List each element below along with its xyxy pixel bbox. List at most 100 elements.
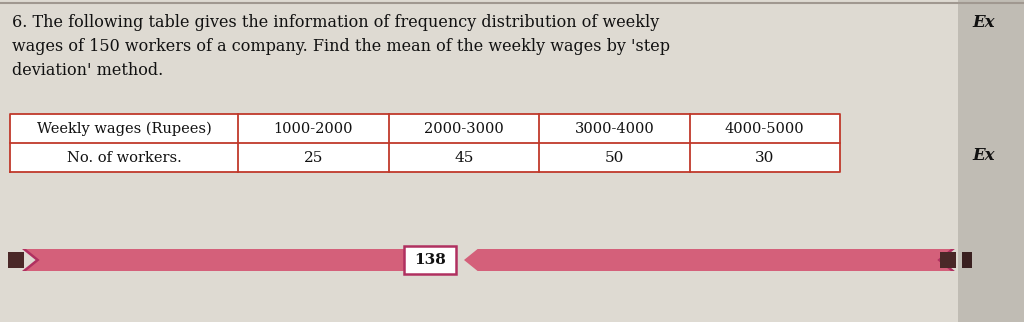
Polygon shape [645,249,679,271]
Polygon shape [555,249,589,271]
Polygon shape [830,249,864,271]
Polygon shape [328,249,362,271]
Text: 45: 45 [455,150,473,165]
Polygon shape [849,249,883,271]
Polygon shape [73,249,106,271]
Polygon shape [77,249,111,271]
Polygon shape [627,249,662,271]
Polygon shape [43,249,77,271]
Polygon shape [735,249,770,271]
Polygon shape [649,249,683,271]
Polygon shape [193,249,226,271]
Polygon shape [278,249,311,271]
Text: No. of workers.: No. of workers. [67,150,181,165]
Bar [958,0,1024,322]
Polygon shape [577,249,610,271]
Polygon shape [739,249,774,271]
Polygon shape [758,249,792,271]
Polygon shape [128,249,162,271]
Polygon shape [501,249,535,271]
Polygon shape [230,249,264,271]
Bar [8,252,24,268]
Polygon shape [772,249,806,271]
Polygon shape [383,249,417,271]
Text: 138: 138 [414,253,445,267]
Bar [962,252,972,268]
Text: 30: 30 [755,150,774,165]
Polygon shape [541,249,574,271]
Polygon shape [311,249,345,271]
Polygon shape [916,249,951,271]
Polygon shape [179,249,213,271]
Polygon shape [903,249,937,271]
Polygon shape [631,249,665,271]
Text: 3000-4000: 3000-4000 [574,121,654,136]
Polygon shape [776,249,810,271]
Text: 50: 50 [604,150,624,165]
Polygon shape [518,249,552,271]
Polygon shape [486,249,520,271]
Bar [404,246,456,274]
Polygon shape [794,249,828,271]
Text: 4000-5000: 4000-5000 [725,121,805,136]
Polygon shape [196,249,230,271]
Polygon shape [722,249,756,271]
Polygon shape [591,249,625,271]
Polygon shape [56,249,90,271]
Polygon shape [866,249,900,271]
Polygon shape [613,249,647,271]
Polygon shape [60,249,94,271]
Polygon shape [243,249,278,271]
Polygon shape [366,249,400,271]
Bar [10,114,840,172]
Polygon shape [247,249,281,271]
Bar [940,252,956,268]
Polygon shape [158,249,193,271]
Polygon shape [26,249,60,271]
Polygon shape [111,249,145,271]
Polygon shape [681,249,716,271]
Polygon shape [349,249,383,271]
Polygon shape [145,249,179,271]
Polygon shape [345,249,379,271]
Polygon shape [595,249,629,271]
Polygon shape [609,249,643,271]
Polygon shape [298,249,332,271]
Polygon shape [39,249,73,271]
Polygon shape [264,249,298,271]
Polygon shape [124,249,158,271]
Polygon shape [921,249,955,271]
Polygon shape [22,249,56,271]
Polygon shape [537,249,570,271]
Polygon shape [209,249,243,271]
Polygon shape [558,249,593,271]
Polygon shape [106,249,141,271]
Polygon shape [226,249,260,271]
Polygon shape [754,249,787,271]
Polygon shape [881,249,914,271]
Polygon shape [141,249,175,271]
Polygon shape [718,249,752,271]
Polygon shape [162,249,196,271]
Polygon shape [379,249,413,271]
Polygon shape [464,249,498,271]
Polygon shape [791,249,824,271]
Polygon shape [885,249,919,271]
Polygon shape [468,249,502,271]
Polygon shape [845,249,879,271]
Polygon shape [522,249,556,271]
Text: Weekly wages (Rupees): Weekly wages (Rupees) [37,121,212,136]
Polygon shape [664,249,697,271]
Polygon shape [482,249,516,271]
Polygon shape [899,249,933,271]
Text: 6. The following table gives the information of frequency distribution of weekly: 6. The following table gives the informa… [12,14,670,79]
Polygon shape [213,249,247,271]
Text: Ex: Ex [972,14,994,31]
Polygon shape [90,249,124,271]
Polygon shape [685,249,720,271]
Text: 25: 25 [304,150,324,165]
Text: 1000-2000: 1000-2000 [273,121,353,136]
Polygon shape [504,249,539,271]
Polygon shape [315,249,349,271]
Polygon shape [281,249,315,271]
